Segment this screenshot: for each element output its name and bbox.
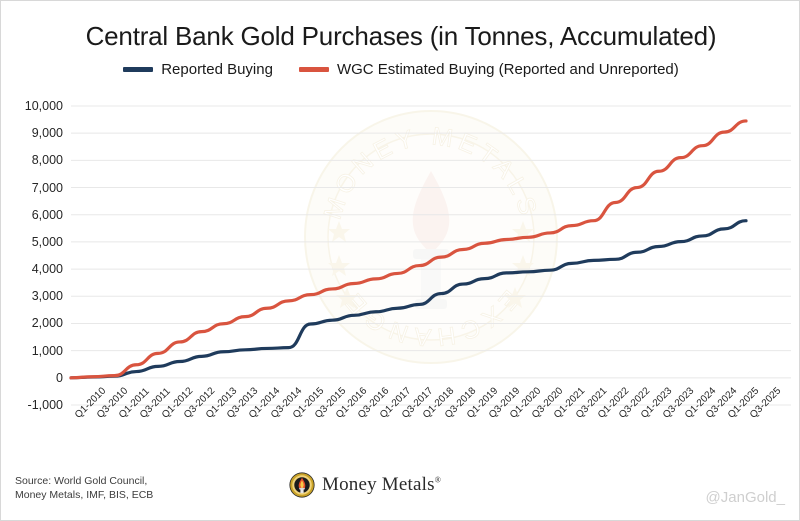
page-title: Central Bank Gold Purchases (in Tonnes, … (85, 21, 717, 51)
y-axis-tick-label: 5,000 (31, 234, 63, 249)
legend-label-reported: Reported Buying (161, 61, 273, 78)
legend-item-reported: Reported Buying (123, 61, 273, 78)
y-axis-labels: 10,000 9,000 8,000 7,000 6,000 5,000 4,000 3,00… (1, 96, 63, 416)
series-lines (69, 119, 748, 380)
plot-area (1, 96, 799, 416)
series-line-reported (69, 219, 748, 380)
y-axis-tick-label: 2,000 (31, 316, 63, 331)
y-axis-tick-label: 0 (56, 370, 63, 385)
y-axis-tick-label: 6,000 (31, 207, 63, 222)
brand-name-text: Money Metals (322, 474, 435, 495)
author-handle: @JanGold_ (705, 489, 785, 506)
brand-trademark: ® (434, 475, 441, 485)
source-note: Source: World Gold Council, Money Metals… (15, 474, 153, 502)
y-axis-tick-label: 3,000 (31, 289, 63, 304)
legend-swatch-reported (123, 67, 154, 72)
brand-lockup: Money Metals® (289, 472, 441, 498)
y-axis-tick-label: 1,000 (31, 343, 63, 358)
y-axis-tick-label: 9,000 (31, 126, 63, 141)
legend-label-estimated: WGC Estimated Buying (Reported and Unrep… (336, 61, 679, 78)
y-axis-tick-label: -1,000 (27, 398, 63, 412)
y-axis-tick-label: 4,000 (31, 262, 63, 277)
x-axis-labels: Q1-2010 Q3-2010 Q1-2011 Q3-2011 Q1-2012 Q3-20… (1, 385, 799, 475)
legend-item-estimated: WGC Estimated Buying (Reported and Unrep… (298, 61, 679, 78)
line-chart-svg (69, 105, 791, 406)
y-axis-tick-label: 7,000 (31, 180, 63, 195)
source-line-1: Source: World Gold Council, (15, 475, 148, 487)
legend-swatch-estimated (298, 67, 329, 72)
chart-legend: Reported Buying WGC Estimated Buying (Re… (1, 61, 799, 78)
source-line-2: Money Metals, IMF, BIS, ECB (15, 489, 154, 501)
y-axis-tick-label: 8,000 (31, 153, 63, 168)
series-line-estimated (69, 119, 748, 380)
y-axis-tick-label: 10,000 (24, 99, 63, 113)
brand-name: Money Metals® (322, 474, 441, 496)
money-metals-logo-icon (289, 472, 315, 498)
